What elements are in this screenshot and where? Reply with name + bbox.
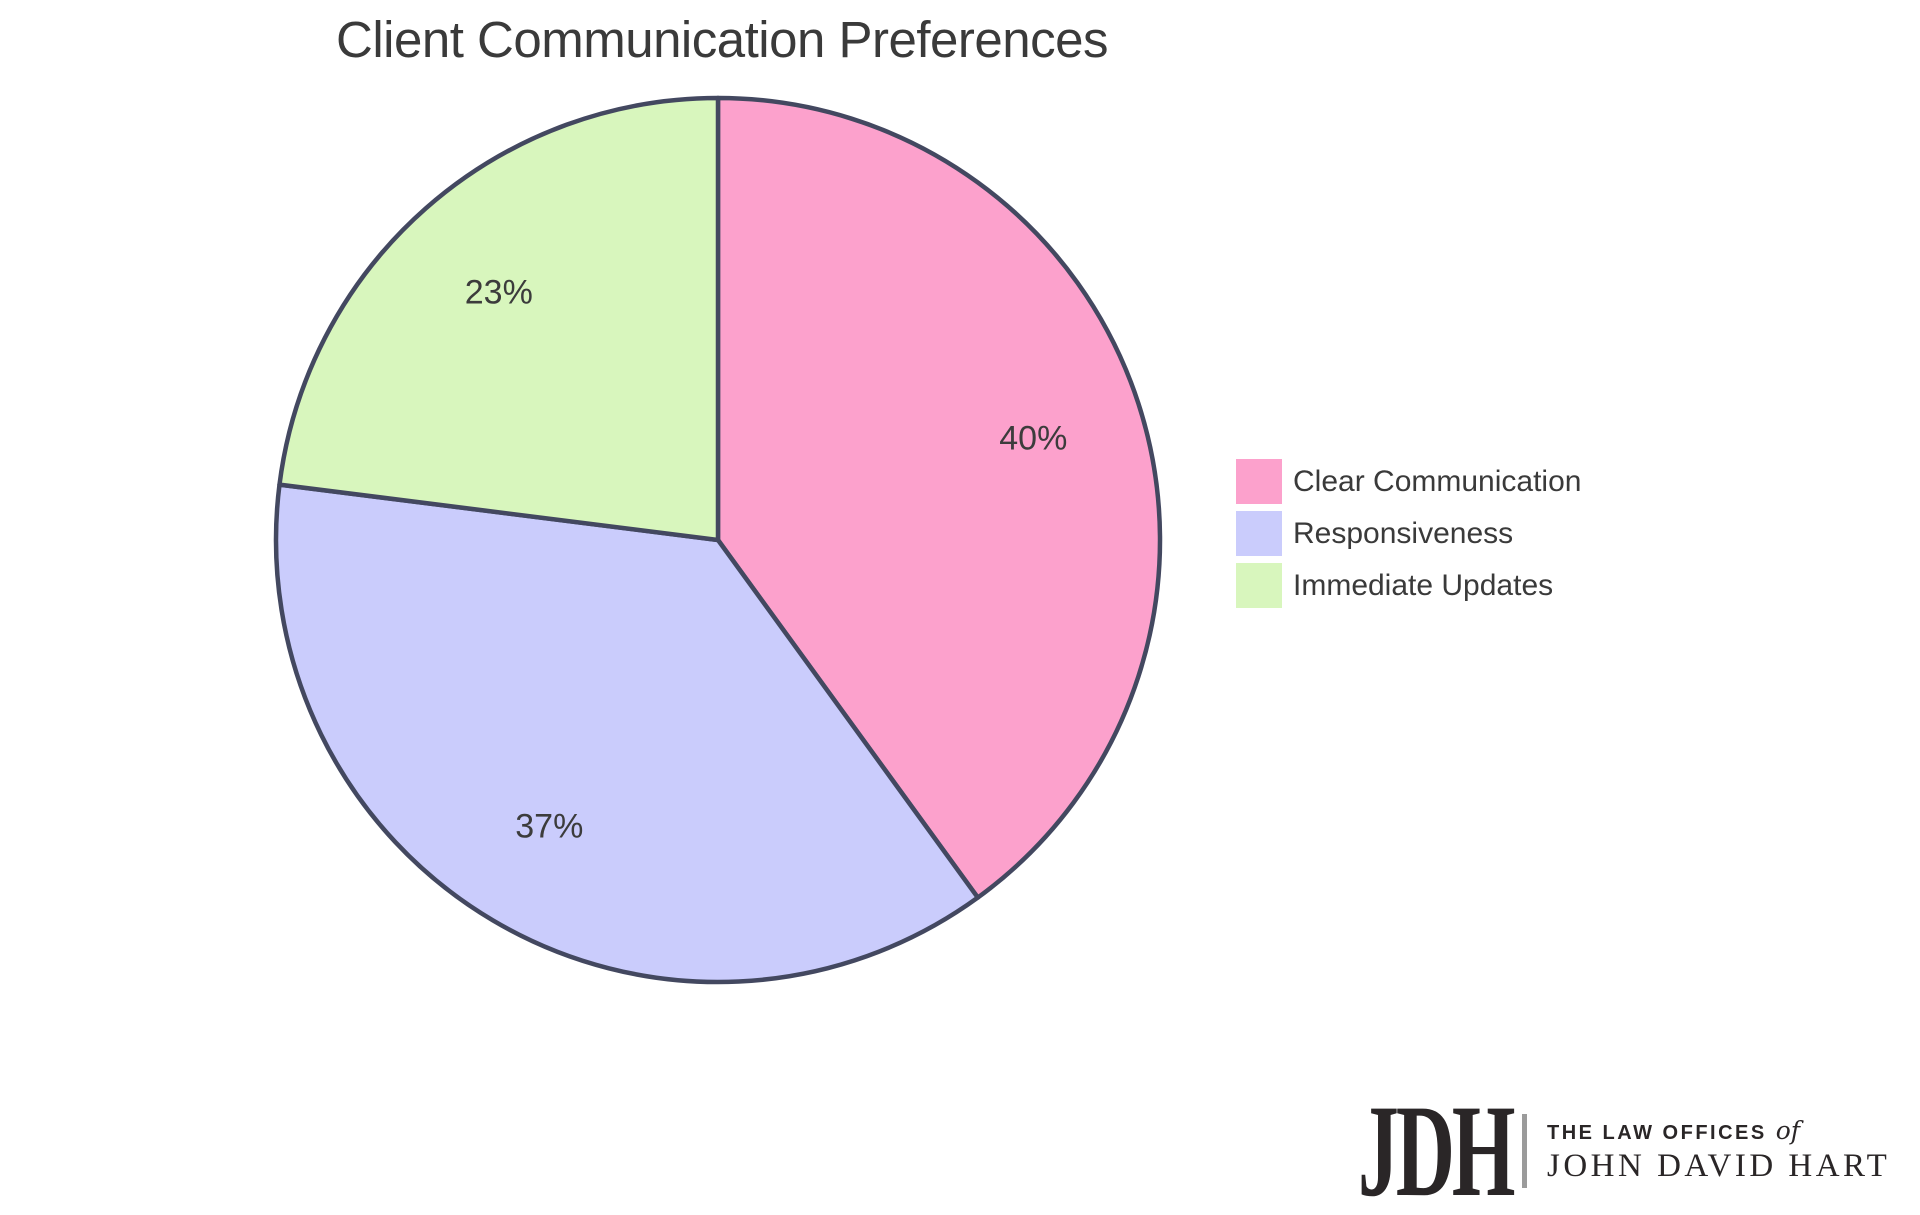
chart-title: Client Communication Preferences (335, 11, 1109, 68)
firm-logo: JDH THE LAW OFFICES of JOHN DAVID HART (1358, 1077, 1890, 1215)
legend-color-swatch (1236, 563, 1282, 608)
legend-label: Immediate Updates (1293, 568, 1554, 602)
pie-percent-label-responsiveness: 37% (515, 807, 583, 845)
legend-color-swatch (1236, 459, 1282, 504)
logo-text-block: THE LAW OFFICES of JOHN DAVID HART (1547, 1116, 1890, 1185)
pie-slice-immediate-updates (277, 95, 721, 543)
legend-label: Clear Communication (1293, 464, 1582, 498)
logo-divider (1522, 1113, 1527, 1188)
legend-label: Responsiveness (1293, 516, 1514, 550)
jdh-monogram: JDH (1358, 1077, 1515, 1215)
legend-item-clear-communication: Clear Communication (1236, 459, 1581, 504)
logo-tagline-prefix: THE LAW OFFICES (1547, 1122, 1767, 1145)
pie-percent-label-immediate-updates: 23% (465, 273, 533, 311)
pie-slice-clear-communication (715, 95, 1163, 900)
pie-slice-responsiveness (273, 482, 981, 985)
logo-tagline-of: of (1775, 1116, 1801, 1146)
legend-item-responsiveness: Responsiveness (1236, 511, 1581, 556)
legend-color-swatch (1236, 511, 1282, 556)
logo-tagline: THE LAW OFFICES of (1547, 1116, 1890, 1145)
chart-legend: Clear Communication Responsiveness Immedia… (1236, 459, 1581, 608)
legend-item-immediate-updates: Immediate Updates (1236, 563, 1581, 608)
pie-percent-label-clear-communication: 40% (999, 420, 1067, 458)
logo-firm-name: JOHN DAVID HART (1547, 1148, 1891, 1185)
